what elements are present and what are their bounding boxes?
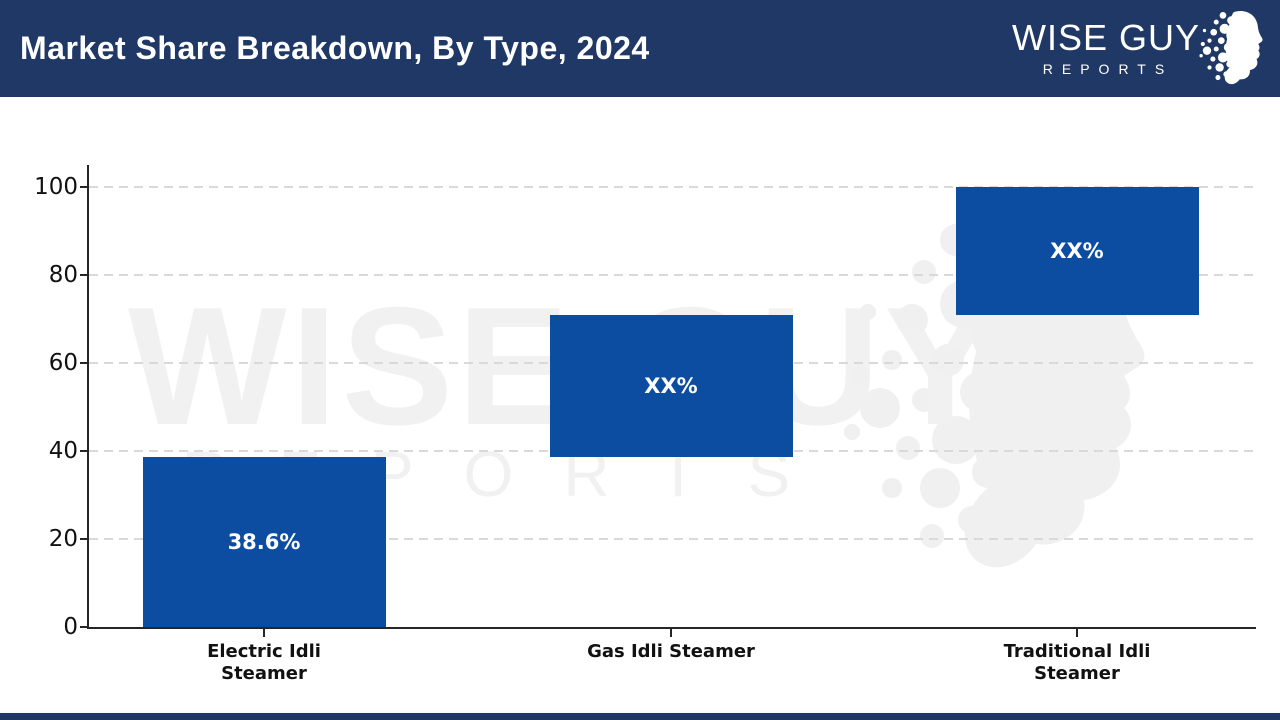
brand-logo: WISE GUY REPORTS	[1012, 7, 1280, 91]
category-label-2: Gas Idli Steamer	[587, 641, 755, 662]
dotted-face-icon	[1199, 10, 1263, 84]
y-axis	[87, 165, 89, 629]
bar-value-label: XX%	[1050, 238, 1104, 263]
bar-value-label: 38.6%	[227, 530, 301, 555]
x-tick-2	[670, 629, 672, 637]
x-tick-1	[263, 629, 265, 637]
header: Market Share Breakdown, By Type, 2024 WI…	[0, 0, 1280, 97]
y-tick-label-100: 100	[34, 174, 78, 200]
bar-1: 38.6%	[142, 457, 386, 627]
y-tick-60	[80, 362, 87, 364]
y-tick-label-0: 0	[63, 614, 78, 640]
brand-name: WISE GUY	[1011, 17, 1200, 58]
y-tick-label-80: 80	[48, 262, 78, 288]
y-tick-0	[80, 626, 87, 628]
y-tick-label-60: 60	[48, 350, 78, 376]
bar-value-label: XX%	[644, 373, 698, 398]
y-tick-label-40: 40	[48, 438, 78, 464]
y-tick-40	[80, 450, 87, 452]
brand-subname: REPORTS	[1042, 61, 1174, 77]
gridline-80	[89, 274, 1256, 276]
y-tick-20	[80, 538, 87, 540]
y-tick-label-20: 20	[48, 526, 78, 552]
gridline-20	[89, 538, 1256, 540]
bar-3: XX%	[955, 187, 1199, 315]
brand-logo-text: WISE GUY REPORTS	[1011, 17, 1200, 78]
footer-bar	[0, 713, 1280, 720]
bar-2: XX%	[549, 314, 793, 458]
x-tick-3	[1076, 629, 1078, 637]
y-tick-80	[80, 274, 87, 276]
y-tick-100	[80, 186, 87, 188]
category-label-1: Electric Idli Steamer	[207, 641, 321, 684]
x-axis	[87, 627, 1256, 629]
page-title: Market Share Breakdown, By Type, 2024	[20, 30, 650, 66]
category-label-3: Traditional Idli Steamer	[1003, 641, 1151, 684]
gridline-100	[89, 186, 1256, 188]
